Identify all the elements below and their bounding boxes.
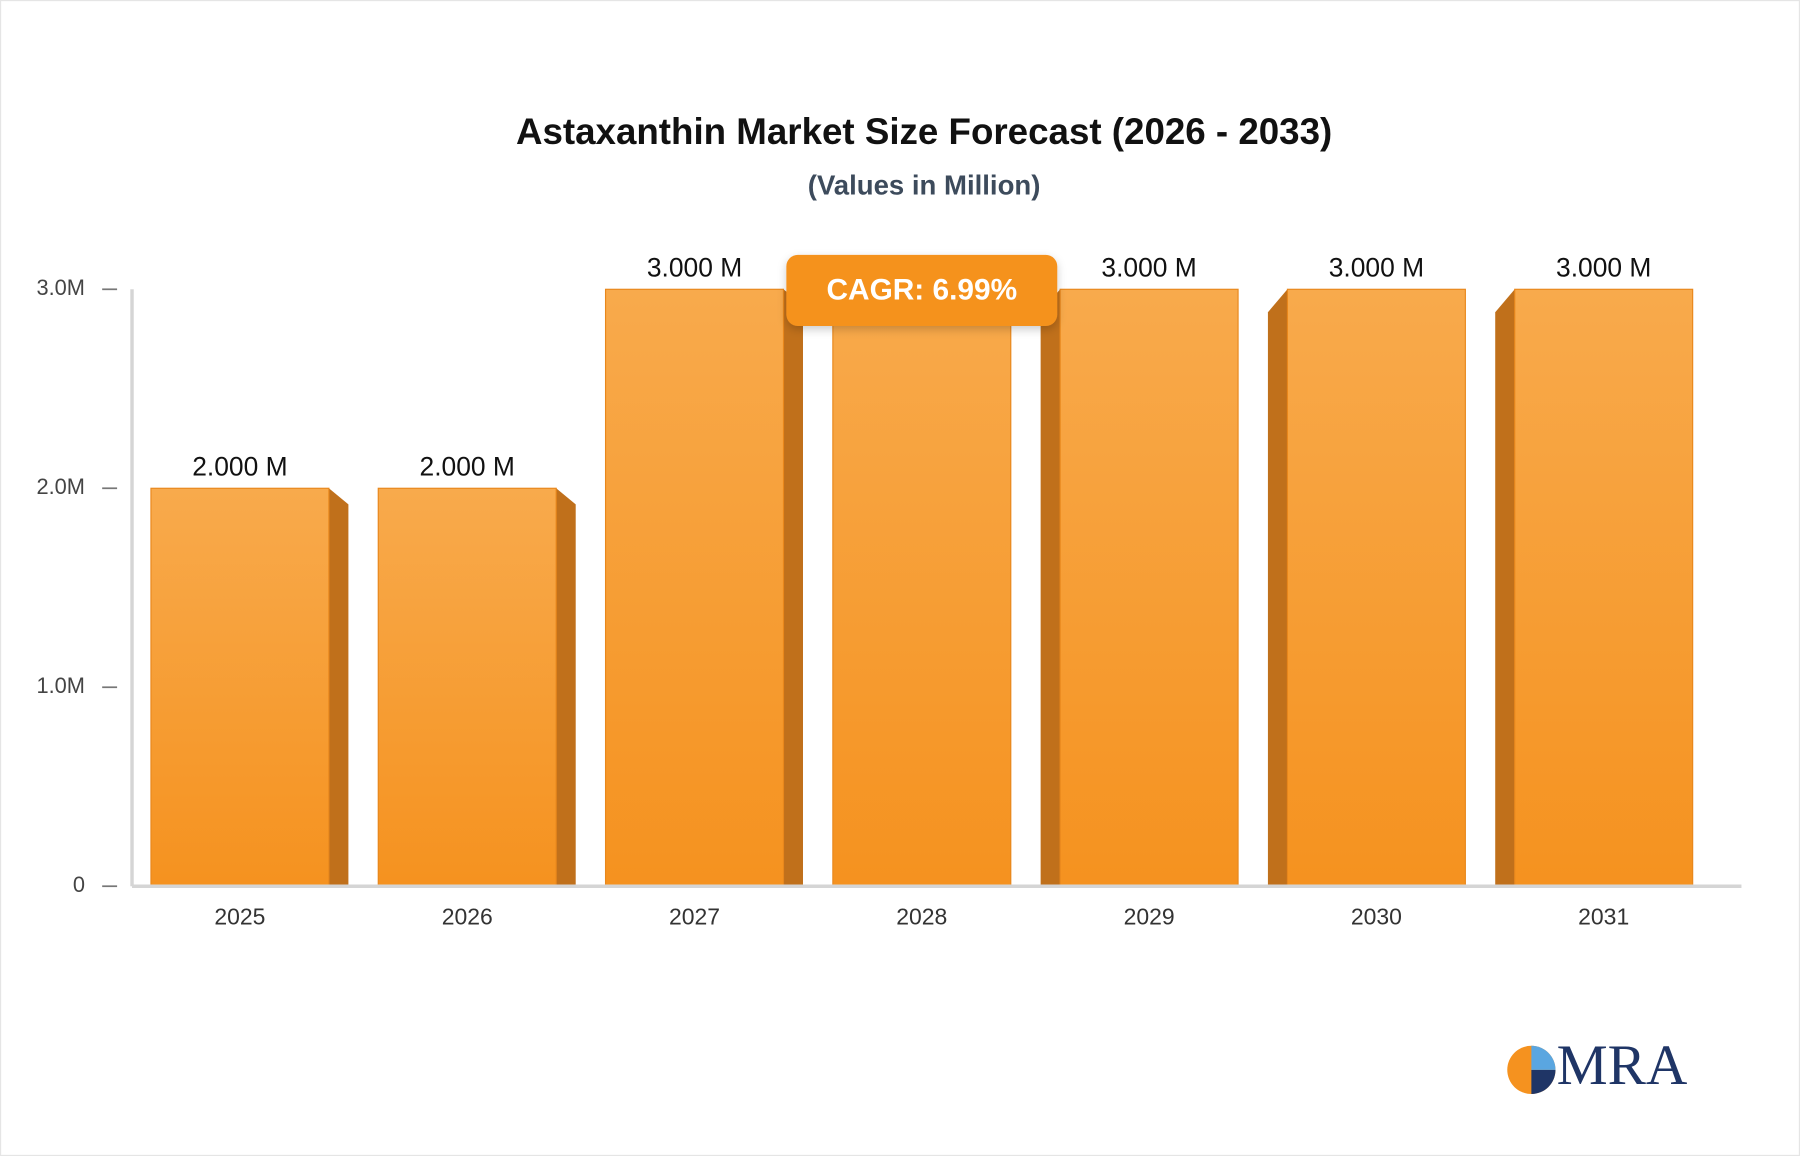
x-tick-label: 2031 — [1578, 903, 1629, 929]
annotation: CAGR: 6.99% — [826, 273, 1017, 306]
y-tick-label: 2.0M — [36, 474, 84, 499]
bar-side — [783, 289, 803, 887]
bar-side — [328, 488, 349, 887]
y-tick-label: 3.0M — [36, 275, 84, 300]
bar-side — [1495, 289, 1515, 887]
bar — [832, 288, 1012, 887]
x-tick-label: 2025 — [214, 903, 265, 929]
bar — [604, 288, 785, 887]
x-tick-label: 2027 — [669, 903, 720, 929]
chart-subtitle: (Values in Million) — [808, 169, 1041, 200]
value-label: 2.000 M — [192, 452, 287, 482]
plot: 0 1.0M 2.0M 3.0M 2025 2.000 M 2026 2.000 M 2027 3… — [36, 253, 1742, 929]
bar — [377, 487, 557, 887]
chart-title: Astaxanthin Market Size Forecast (2026 -… — [516, 111, 1332, 152]
bar-side — [1040, 289, 1061, 887]
value-label: 3.000 M — [1556, 253, 1651, 283]
bar — [1514, 288, 1694, 887]
value-label: 3.000 M — [647, 253, 742, 283]
value-label: 2.000 M — [420, 452, 515, 482]
value-label: 3.000 M — [1101, 253, 1196, 283]
logo-icon — [1531, 1069, 1556, 1095]
bar-side — [556, 488, 576, 887]
y-tick-label: 1.0M — [36, 673, 84, 698]
y-tick-label: 0 — [73, 872, 85, 897]
logo-icon — [1531, 1045, 1556, 1070]
bar-side — [1267, 289, 1288, 887]
logo-text: MRA — [1557, 1034, 1688, 1097]
value-label: 3.000 M — [1329, 253, 1424, 283]
x-tick-label: 2028 — [896, 903, 947, 929]
x-tick-label: 2026 — [442, 903, 493, 929]
logo: MRA — [1507, 1034, 1688, 1097]
bar — [1059, 288, 1239, 887]
x-tick-label: 2029 — [1124, 903, 1175, 929]
bar — [150, 487, 330, 887]
annotation-box — [786, 254, 1058, 327]
x-tick-label: 2030 — [1351, 903, 1402, 929]
bar — [1286, 288, 1466, 887]
